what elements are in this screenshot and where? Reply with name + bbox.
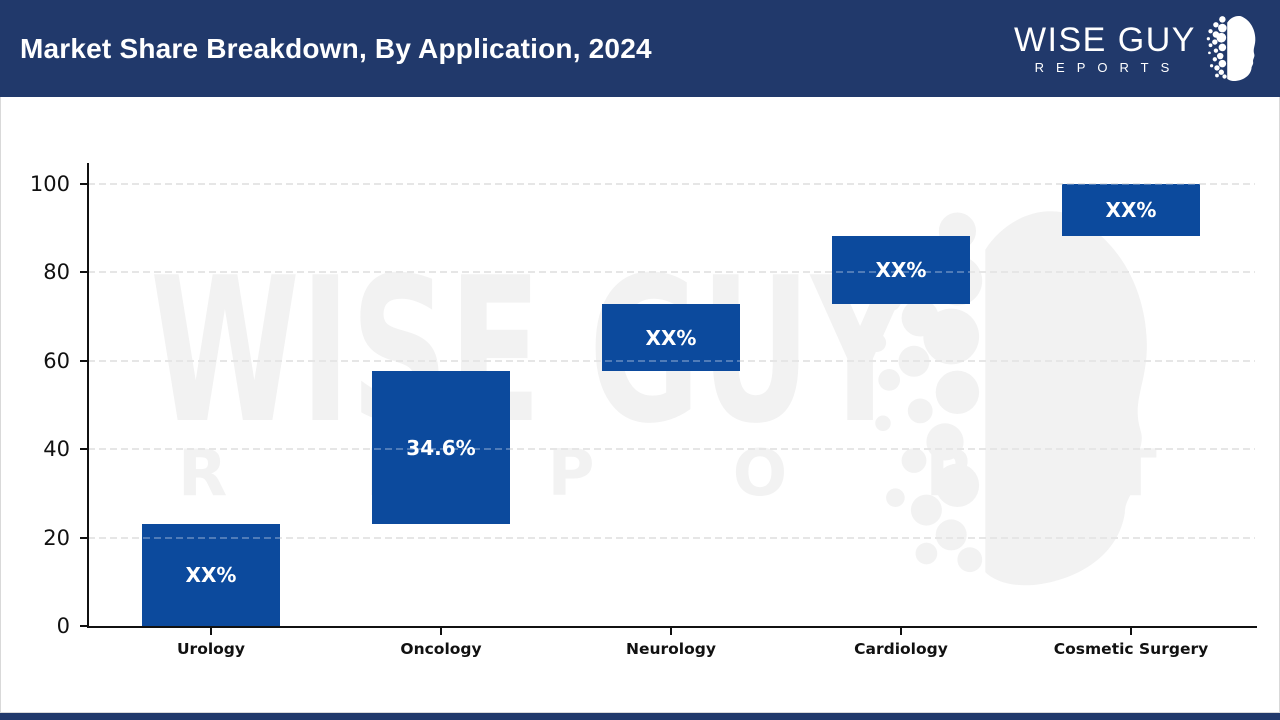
bar-neurology: XX%	[602, 304, 740, 372]
grid-line	[88, 536, 1255, 539]
x-tick-mark	[440, 628, 442, 635]
x-axis-line	[87, 626, 1257, 628]
bar-urology: XX%	[142, 524, 280, 626]
grid-line-overlay	[88, 448, 1255, 450]
grid-line	[88, 448, 1255, 450]
grid-line	[88, 271, 1255, 273]
y-tick-label: 0	[56, 614, 70, 638]
bar-cardiology: XX%	[832, 236, 970, 305]
logo-subtitle: REPORTS	[1034, 60, 1182, 75]
y-tick-mark	[80, 448, 88, 450]
wise-guy-logo: WISE GUY REPORTS	[1014, 14, 1258, 83]
y-tick-mark	[80, 271, 88, 273]
y-tick-mark	[80, 359, 88, 362]
grid-line-overlay	[88, 536, 1255, 539]
wise-guy-head-icon	[1206, 15, 1256, 81]
x-category-label: Neurology	[626, 640, 716, 658]
y-tick-label: 80	[43, 260, 70, 284]
y-tick-mark	[80, 182, 88, 185]
x-tick-mark	[670, 628, 672, 635]
bar-value-label: XX%	[185, 563, 237, 588]
y-tick-label: 20	[43, 525, 70, 550]
footer-bar	[0, 713, 1280, 720]
grid-line	[88, 182, 1255, 185]
grid-line-overlay	[88, 182, 1255, 185]
x-tick-mark	[1130, 628, 1132, 635]
y-tick-label: 100	[29, 171, 70, 196]
y-axis-line	[87, 163, 89, 628]
x-category-label: Oncology	[400, 640, 482, 658]
page-title: Market Share Breakdown, By Application, …	[20, 32, 652, 64]
logo-wordmark: WISE GUY	[1013, 21, 1196, 59]
header-bar: Market Share Breakdown, By Application, …	[0, 0, 1280, 97]
x-tick-mark	[900, 628, 902, 635]
bar-value-label: XX%	[1105, 198, 1157, 223]
logo-text: WISE GUY REPORTS	[1014, 23, 1196, 74]
y-tick-label: 40	[43, 437, 70, 461]
x-category-label: Urology	[176, 640, 246, 658]
bar-cosmetic-surgery: XX%	[1062, 184, 1200, 237]
x-category-label: Cardiology	[854, 640, 948, 658]
watermark-wordmark: WISE GUY	[150, 235, 910, 468]
y-tick-mark	[80, 625, 88, 627]
y-tick-label: 60	[43, 348, 70, 373]
x-tick-mark	[210, 628, 212, 635]
bar-value-label: XX%	[875, 258, 927, 283]
y-tick-mark	[80, 536, 88, 539]
grid-line-overlay	[88, 359, 1255, 362]
x-category-label: Cosmetic Surgery	[1053, 640, 1209, 658]
grid-line-overlay	[88, 271, 1255, 273]
bar-value-label: XX%	[645, 325, 697, 350]
bar-oncology: 34.6%	[372, 371, 510, 525]
bar-value-label: 34.6%	[406, 435, 476, 460]
